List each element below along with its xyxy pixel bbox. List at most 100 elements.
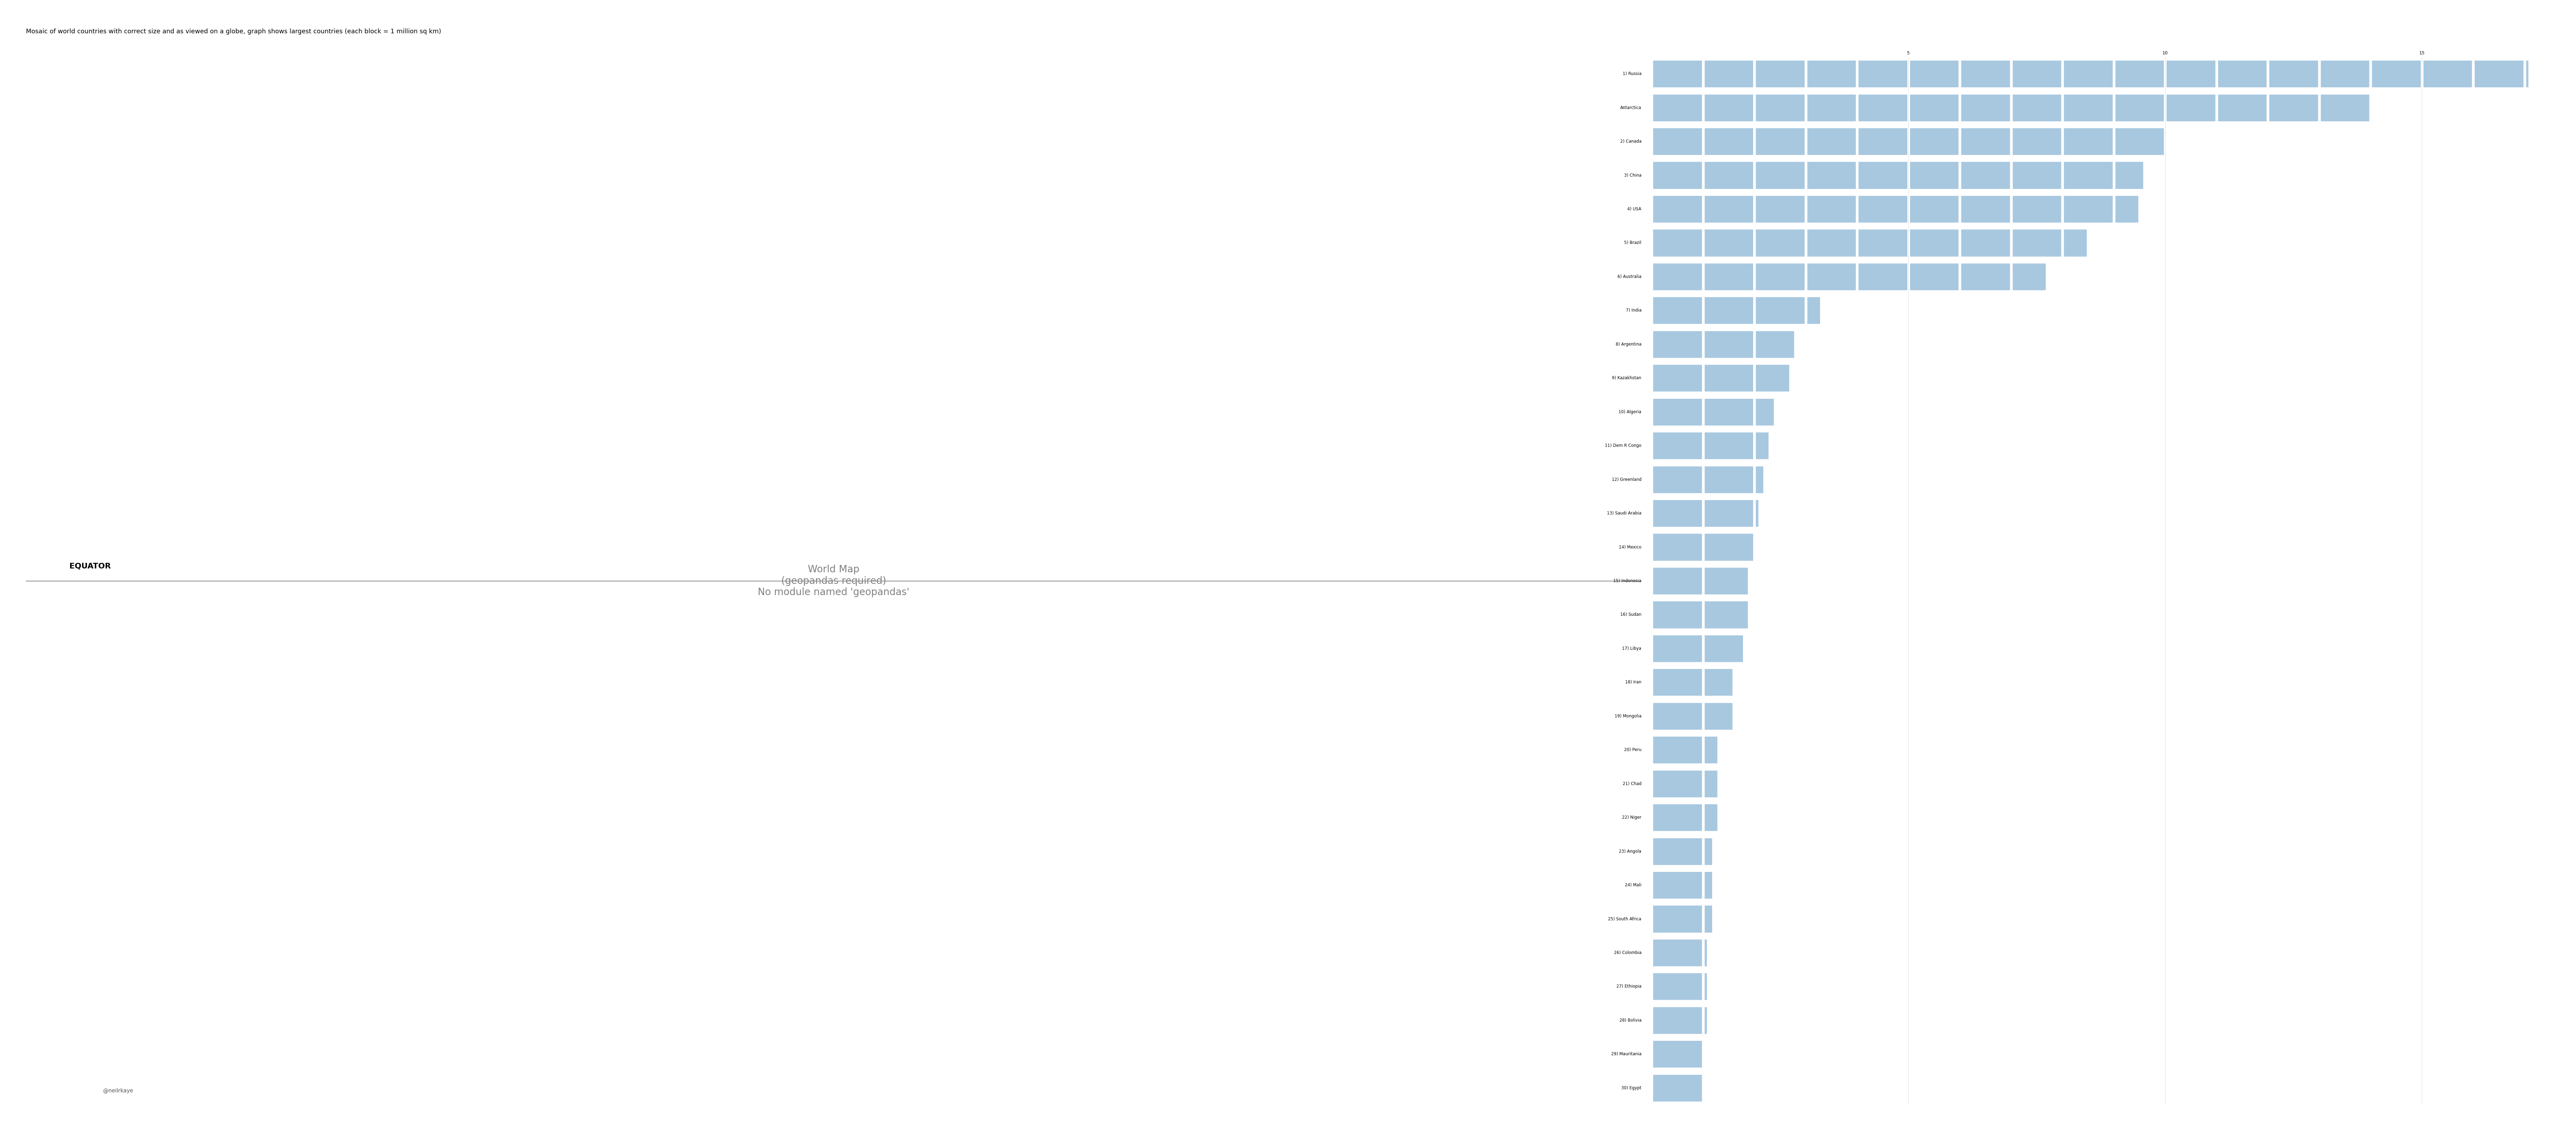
FancyBboxPatch shape bbox=[1654, 737, 1703, 763]
FancyBboxPatch shape bbox=[1654, 128, 1703, 155]
FancyBboxPatch shape bbox=[1705, 196, 1754, 222]
FancyBboxPatch shape bbox=[1960, 95, 2009, 121]
Text: 21) Chad: 21) Chad bbox=[1623, 781, 1641, 786]
Text: 6) Australia: 6) Australia bbox=[1618, 274, 1641, 279]
FancyBboxPatch shape bbox=[2115, 162, 2143, 189]
Text: 29) Mauritania: 29) Mauritania bbox=[1610, 1051, 1641, 1056]
FancyBboxPatch shape bbox=[2063, 196, 2112, 222]
FancyBboxPatch shape bbox=[1960, 229, 2009, 256]
FancyBboxPatch shape bbox=[1705, 364, 1754, 392]
FancyBboxPatch shape bbox=[1705, 737, 1718, 763]
FancyBboxPatch shape bbox=[1705, 500, 1754, 527]
FancyBboxPatch shape bbox=[1960, 128, 2009, 155]
FancyBboxPatch shape bbox=[1705, 567, 1749, 595]
FancyBboxPatch shape bbox=[1806, 297, 1819, 323]
FancyBboxPatch shape bbox=[1705, 330, 1754, 358]
FancyBboxPatch shape bbox=[1705, 871, 1713, 899]
FancyBboxPatch shape bbox=[1857, 162, 1906, 189]
FancyBboxPatch shape bbox=[1654, 95, 1703, 121]
FancyBboxPatch shape bbox=[2063, 95, 2112, 121]
FancyBboxPatch shape bbox=[1806, 128, 1855, 155]
Text: 12) Greenland: 12) Greenland bbox=[1613, 477, 1641, 482]
FancyBboxPatch shape bbox=[1705, 95, 1754, 121]
FancyBboxPatch shape bbox=[1909, 162, 1958, 189]
FancyBboxPatch shape bbox=[2218, 60, 2267, 88]
FancyBboxPatch shape bbox=[1654, 973, 1703, 1000]
FancyBboxPatch shape bbox=[1654, 906, 1703, 933]
FancyBboxPatch shape bbox=[1654, 229, 1703, 256]
FancyBboxPatch shape bbox=[1705, 263, 1754, 290]
Text: 7) India: 7) India bbox=[1625, 309, 1641, 313]
FancyBboxPatch shape bbox=[1960, 60, 2009, 88]
FancyBboxPatch shape bbox=[1909, 95, 1958, 121]
FancyBboxPatch shape bbox=[1654, 364, 1703, 392]
FancyBboxPatch shape bbox=[2063, 229, 2087, 256]
FancyBboxPatch shape bbox=[2012, 229, 2061, 256]
FancyBboxPatch shape bbox=[2115, 128, 2164, 155]
FancyBboxPatch shape bbox=[1857, 229, 1906, 256]
FancyBboxPatch shape bbox=[1654, 838, 1703, 865]
FancyBboxPatch shape bbox=[1654, 634, 1703, 662]
FancyBboxPatch shape bbox=[1909, 229, 1958, 256]
FancyBboxPatch shape bbox=[1806, 196, 1855, 222]
FancyBboxPatch shape bbox=[1705, 601, 1749, 629]
FancyBboxPatch shape bbox=[1806, 95, 1855, 121]
FancyBboxPatch shape bbox=[2218, 95, 2267, 121]
FancyBboxPatch shape bbox=[1806, 263, 1855, 290]
FancyBboxPatch shape bbox=[1654, 533, 1703, 560]
FancyBboxPatch shape bbox=[1757, 196, 1803, 222]
FancyBboxPatch shape bbox=[1705, 399, 1754, 425]
FancyBboxPatch shape bbox=[1757, 60, 1803, 88]
Text: 22) Niger: 22) Niger bbox=[1623, 816, 1641, 820]
FancyBboxPatch shape bbox=[1857, 60, 1906, 88]
FancyBboxPatch shape bbox=[1757, 263, 1803, 290]
Text: 15) Indonesia: 15) Indonesia bbox=[1613, 579, 1641, 583]
FancyBboxPatch shape bbox=[2063, 162, 2112, 189]
Text: 10) Algeria: 10) Algeria bbox=[1618, 410, 1641, 415]
FancyBboxPatch shape bbox=[1757, 432, 1770, 459]
FancyBboxPatch shape bbox=[1757, 128, 1803, 155]
FancyBboxPatch shape bbox=[2063, 60, 2112, 88]
FancyBboxPatch shape bbox=[2012, 95, 2061, 121]
Text: World Map
(geopandas required)
No module named 'geopandas': World Map (geopandas required) No module… bbox=[757, 565, 909, 597]
FancyBboxPatch shape bbox=[1909, 128, 1958, 155]
FancyBboxPatch shape bbox=[1909, 196, 1958, 222]
FancyBboxPatch shape bbox=[2012, 263, 2045, 290]
FancyBboxPatch shape bbox=[2372, 60, 2421, 88]
FancyBboxPatch shape bbox=[1654, 601, 1703, 629]
Text: @neilrkaye: @neilrkaye bbox=[103, 1088, 134, 1093]
FancyBboxPatch shape bbox=[1654, 804, 1703, 831]
Text: Mosaic of world countries with correct size and as viewed on a globe, graph show: Mosaic of world countries with correct s… bbox=[26, 28, 440, 35]
FancyBboxPatch shape bbox=[1757, 466, 1765, 493]
FancyBboxPatch shape bbox=[1654, 60, 1703, 88]
FancyBboxPatch shape bbox=[1960, 162, 2009, 189]
FancyBboxPatch shape bbox=[1757, 229, 1803, 256]
FancyBboxPatch shape bbox=[1705, 128, 1754, 155]
Text: 30) Egypt: 30) Egypt bbox=[1620, 1085, 1641, 1090]
FancyBboxPatch shape bbox=[1654, 432, 1703, 459]
FancyBboxPatch shape bbox=[1705, 804, 1718, 831]
FancyBboxPatch shape bbox=[1705, 297, 1754, 323]
FancyBboxPatch shape bbox=[1705, 466, 1754, 493]
FancyBboxPatch shape bbox=[1909, 60, 1958, 88]
Text: 18) Iran: 18) Iran bbox=[1625, 680, 1641, 685]
Text: EQUATOR: EQUATOR bbox=[70, 563, 111, 570]
FancyBboxPatch shape bbox=[1654, 399, 1703, 425]
Text: 20) Peru: 20) Peru bbox=[1623, 747, 1641, 752]
FancyBboxPatch shape bbox=[1654, 162, 1703, 189]
FancyBboxPatch shape bbox=[1909, 263, 1958, 290]
Text: 14) Mexico: 14) Mexico bbox=[1618, 544, 1641, 549]
FancyBboxPatch shape bbox=[1654, 567, 1703, 595]
FancyBboxPatch shape bbox=[1705, 838, 1713, 865]
FancyBboxPatch shape bbox=[1705, 770, 1718, 797]
Text: Antarctica: Antarctica bbox=[1620, 106, 1641, 110]
FancyBboxPatch shape bbox=[2321, 60, 2370, 88]
Text: 3) China: 3) China bbox=[1623, 173, 1641, 178]
FancyBboxPatch shape bbox=[2012, 196, 2061, 222]
FancyBboxPatch shape bbox=[1654, 297, 1703, 323]
FancyBboxPatch shape bbox=[1757, 399, 1775, 425]
FancyBboxPatch shape bbox=[1757, 330, 1793, 358]
Text: 11) Dem R Congo: 11) Dem R Congo bbox=[1605, 443, 1641, 448]
FancyBboxPatch shape bbox=[1806, 60, 1855, 88]
FancyBboxPatch shape bbox=[1654, 770, 1703, 797]
